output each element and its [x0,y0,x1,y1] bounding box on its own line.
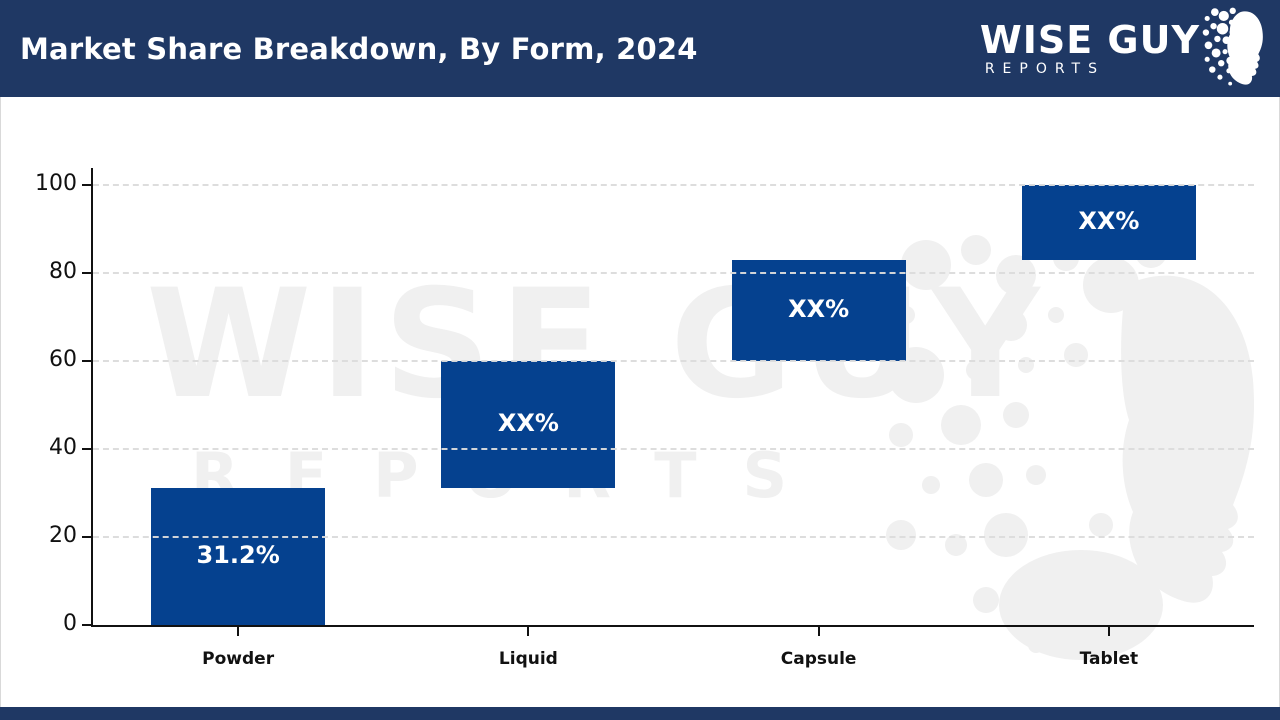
grid-line [93,183,1254,186]
y-axis-tick [82,624,91,626]
y-tick-label: 20 [49,522,77,548]
header: Market Share Breakdown, By Form, 2024 WI… [0,0,1280,97]
y-axis-tick [82,447,91,450]
bar-tablet [1021,184,1196,260]
chart-region: WISE GUY REPORTS 31.2%PowderXX%LiquidXX%… [0,97,1280,707]
watermark-face-icon [886,235,1255,660]
y-tick-label: 60 [49,346,77,372]
y-axis-tick [82,183,91,186]
y-tick-label: 100 [35,170,77,196]
x-tick-label: Liquid [498,649,558,669]
wiseguy-logo-text: WISE GUY REPORTS [980,21,1200,77]
x-axis-tick [527,627,530,636]
x-tick-label: Tablet [1079,649,1139,669]
y-axis-tick [82,359,91,362]
x-axis-tick [817,627,820,636]
bar-value-label: XX% [788,295,850,324]
logo-brand-name: WISE GUY [979,17,1200,62]
bar-value-label: 31.2% [196,541,280,570]
bar-liquid [441,360,616,488]
bar-capsule [731,259,906,361]
grid-line [93,535,1254,538]
page-title: Market Share Breakdown, By Form, 2024 [20,31,698,66]
y-tick-label: 40 [49,434,77,460]
y-axis-tick [82,535,91,538]
logo-brand-subtitle: REPORTS [984,60,1105,77]
y-axis-tick [82,271,91,274]
grid-line [93,447,1254,450]
bar-value-label: XX% [497,409,559,438]
grid-line [93,271,1254,274]
bar-value-label: XX% [1078,207,1140,236]
x-axis-tick [1107,627,1110,636]
y-tick-label: 0 [63,611,77,636]
y-tick-label: 80 [49,258,77,284]
footer-bar [0,707,1280,720]
x-tick-label: Capsule [780,649,857,669]
wiseguy-face-icon [1202,7,1263,86]
grid-line [93,359,1254,362]
wiseguy-logo: WISE GUY REPORTS [980,7,1266,90]
bar-powder [151,487,326,625]
x-tick-label: Powder [202,649,275,669]
x-axis-tick [237,627,240,636]
waterfall-chart-plot: 31.2% Powder XX% Liquid XX% Capsule XX% Tablet 0… [35,168,1254,669]
